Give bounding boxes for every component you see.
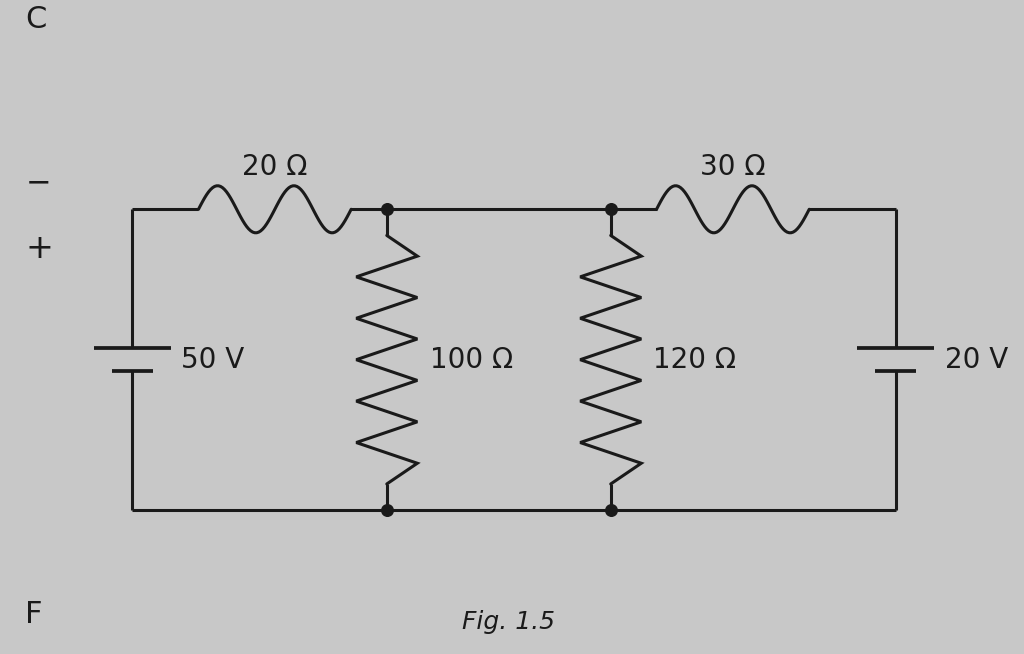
- Text: +: +: [26, 232, 53, 265]
- Text: 50 V: 50 V: [181, 346, 245, 373]
- Text: −: −: [26, 169, 51, 198]
- Text: 20 V: 20 V: [944, 346, 1008, 373]
- Point: [379, 505, 395, 515]
- Text: 30 Ω: 30 Ω: [700, 153, 766, 181]
- Text: 120 Ω: 120 Ω: [653, 346, 736, 373]
- Point: [602, 505, 618, 515]
- Point: [379, 204, 395, 215]
- Text: F: F: [26, 600, 43, 629]
- Text: 100 Ω: 100 Ω: [429, 346, 513, 373]
- Text: 20 Ω: 20 Ω: [242, 153, 307, 181]
- Text: C: C: [26, 5, 47, 34]
- Text: Fig. 1.5: Fig. 1.5: [463, 610, 555, 634]
- Point: [602, 204, 618, 215]
